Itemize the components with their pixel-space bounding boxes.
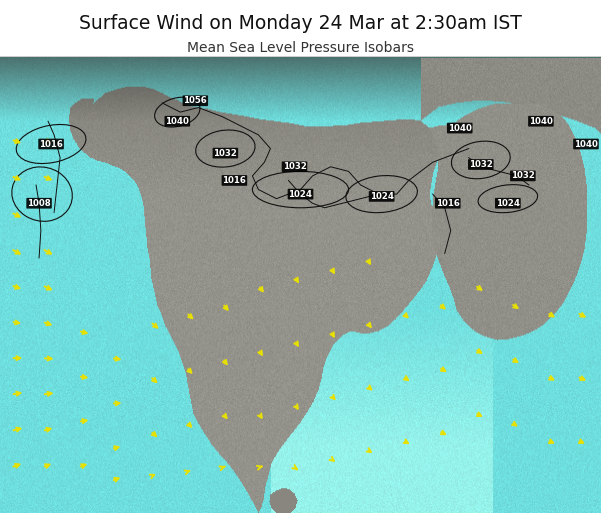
Text: 1016: 1016 (436, 199, 460, 208)
Text: 1040: 1040 (574, 140, 598, 148)
Text: 1056: 1056 (183, 96, 207, 105)
Text: Mean Sea Level Pressure Isobars: Mean Sea Level Pressure Isobars (187, 42, 414, 55)
Text: 1040: 1040 (448, 124, 472, 132)
Text: 1008: 1008 (27, 199, 51, 208)
Text: 1024: 1024 (288, 190, 313, 199)
Text: 1032: 1032 (213, 149, 237, 157)
Text: 1024: 1024 (496, 199, 520, 208)
Text: 1032: 1032 (469, 160, 493, 169)
Text: 1032: 1032 (511, 171, 535, 181)
Text: 1016: 1016 (222, 176, 246, 185)
Text: Surface Wind on Monday 24 Mar at 2:30am IST: Surface Wind on Monday 24 Mar at 2:30am … (79, 14, 522, 33)
Text: 1024: 1024 (370, 192, 394, 201)
Text: 1016: 1016 (39, 140, 63, 148)
Text: 1032: 1032 (282, 162, 307, 171)
Text: 1040: 1040 (165, 117, 189, 126)
Text: 1040: 1040 (529, 117, 553, 126)
